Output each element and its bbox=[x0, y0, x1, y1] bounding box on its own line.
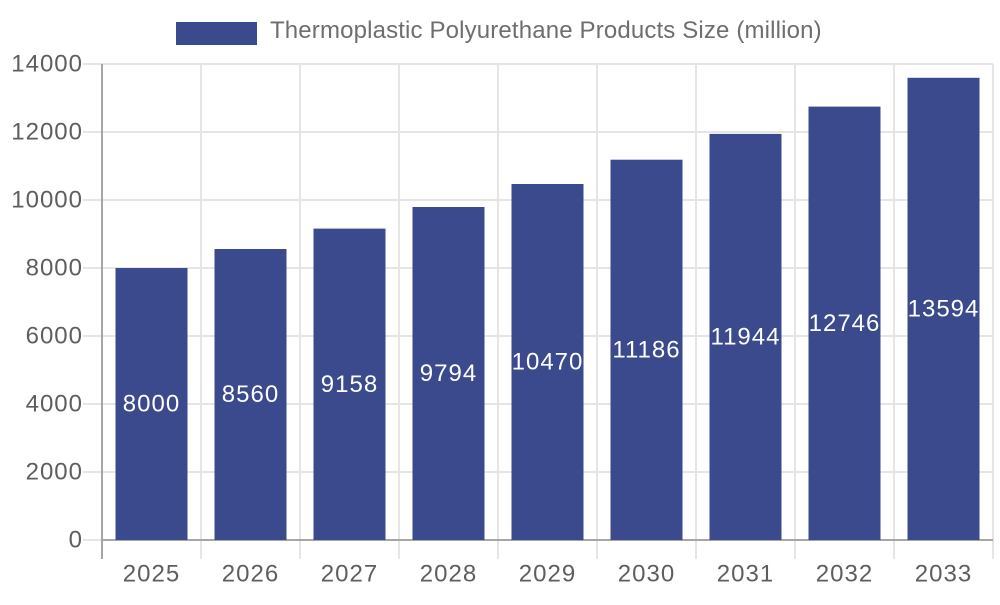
svg-text:2029: 2029 bbox=[519, 561, 576, 588]
svg-text:8000: 8000 bbox=[26, 255, 83, 282]
svg-text:2031: 2031 bbox=[717, 561, 774, 588]
svg-text:2032: 2032 bbox=[816, 561, 873, 588]
svg-text:2025: 2025 bbox=[123, 561, 180, 588]
svg-text:2026: 2026 bbox=[222, 561, 279, 588]
svg-text:9158: 9158 bbox=[321, 371, 378, 398]
svg-text:8000: 8000 bbox=[123, 391, 180, 418]
svg-text:2000: 2000 bbox=[26, 459, 83, 486]
svg-text:2027: 2027 bbox=[321, 561, 378, 588]
svg-text:2028: 2028 bbox=[420, 561, 477, 588]
svg-text:13594: 13594 bbox=[908, 295, 980, 322]
svg-text:10000: 10000 bbox=[11, 187, 83, 214]
svg-text:2033: 2033 bbox=[915, 561, 972, 588]
svg-text:10470: 10470 bbox=[512, 349, 584, 376]
svg-text:Thermoplastic Polyurethane Pro: Thermoplastic Polyurethane Products Size… bbox=[270, 17, 822, 44]
svg-text:9794: 9794 bbox=[420, 360, 477, 387]
svg-text:14000: 14000 bbox=[11, 51, 83, 78]
svg-text:2030: 2030 bbox=[618, 561, 675, 588]
svg-text:4000: 4000 bbox=[26, 391, 83, 418]
svg-text:11944: 11944 bbox=[711, 324, 781, 351]
svg-text:6000: 6000 bbox=[26, 323, 83, 350]
svg-text:11186: 11186 bbox=[612, 336, 680, 363]
svg-text:0: 0 bbox=[69, 527, 83, 554]
svg-text:12746: 12746 bbox=[809, 310, 881, 337]
svg-text:8560: 8560 bbox=[222, 381, 279, 408]
svg-text:12000: 12000 bbox=[11, 119, 83, 146]
